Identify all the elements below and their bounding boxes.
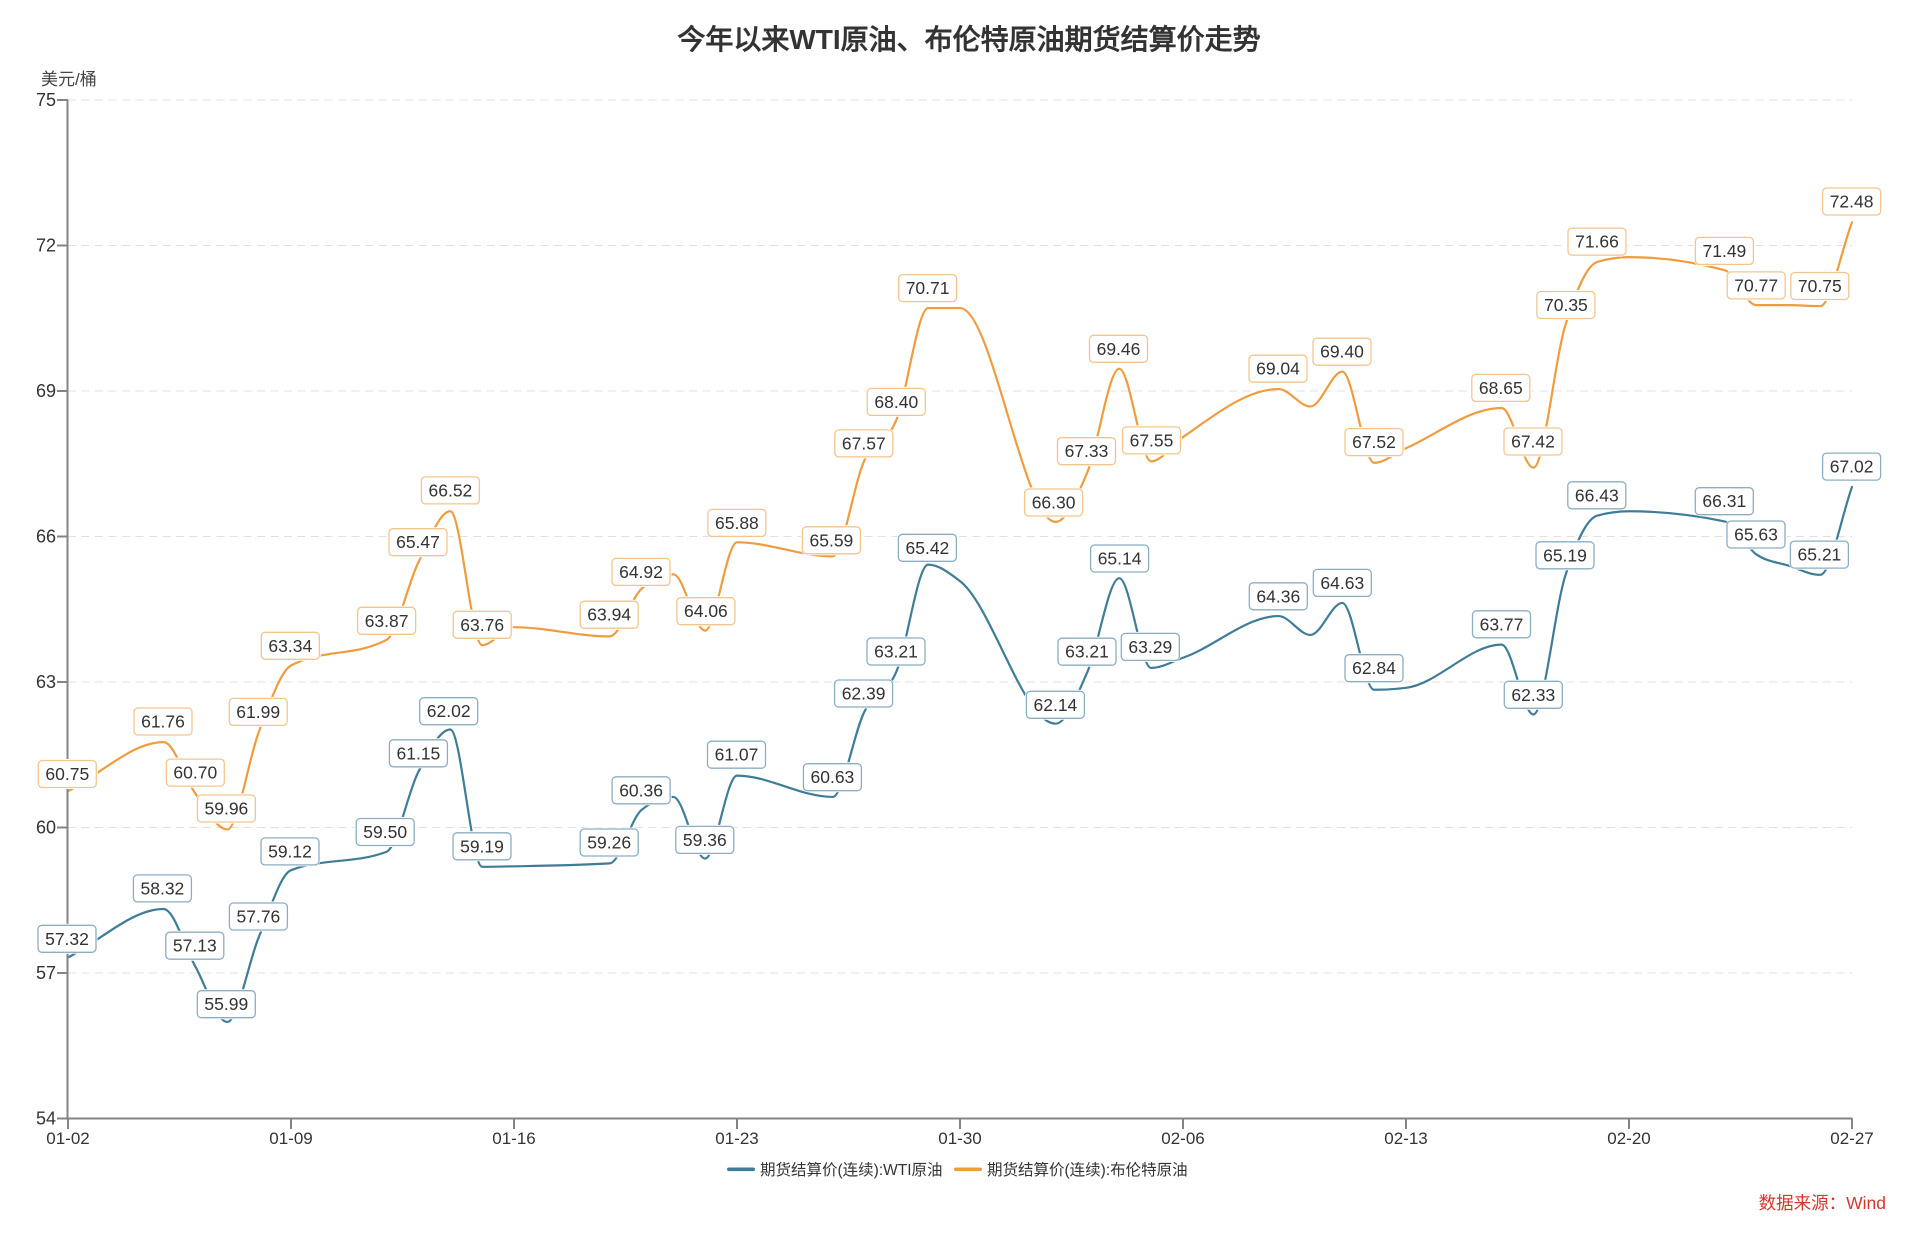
svg-text:63.77: 63.77	[1480, 614, 1524, 634]
svg-text:64.92: 64.92	[619, 562, 663, 582]
svg-text:02-27: 02-27	[1830, 1129, 1873, 1148]
svg-text:63.76: 63.76	[460, 615, 504, 635]
svg-text:72.48: 72.48	[1830, 192, 1874, 212]
svg-text:62.39: 62.39	[842, 684, 886, 704]
svg-text:62.33: 62.33	[1511, 685, 1555, 705]
svg-text:66.30: 66.30	[1032, 493, 1076, 513]
svg-text:数据来源：Wind: 数据来源：Wind	[1759, 1193, 1886, 1213]
svg-text:02-06: 02-06	[1161, 1129, 1204, 1148]
svg-text:61.76: 61.76	[141, 712, 185, 732]
svg-text:69.46: 69.46	[1097, 339, 1141, 359]
svg-text:01-30: 01-30	[938, 1129, 981, 1148]
svg-text:65.47: 65.47	[396, 532, 440, 552]
svg-text:65.59: 65.59	[810, 530, 854, 550]
svg-text:62.84: 62.84	[1352, 658, 1396, 678]
svg-text:64.63: 64.63	[1320, 573, 1364, 593]
svg-text:60.36: 60.36	[619, 780, 663, 800]
svg-text:66.52: 66.52	[429, 480, 473, 500]
svg-text:69: 69	[36, 381, 56, 401]
svg-text:65.42: 65.42	[906, 538, 950, 558]
svg-text:65.14: 65.14	[1098, 549, 1142, 569]
svg-text:71.66: 71.66	[1575, 232, 1619, 252]
svg-text:59.36: 59.36	[683, 830, 727, 850]
svg-text:01-02: 01-02	[46, 1129, 89, 1148]
svg-text:61.99: 61.99	[236, 702, 280, 722]
svg-text:66.43: 66.43	[1575, 485, 1619, 505]
svg-text:59.50: 59.50	[363, 822, 407, 842]
svg-text:60.70: 60.70	[173, 763, 217, 783]
svg-text:63.34: 63.34	[268, 636, 312, 656]
svg-text:01-09: 01-09	[269, 1129, 312, 1148]
svg-text:67.57: 67.57	[842, 433, 886, 453]
svg-text:66: 66	[36, 527, 56, 547]
svg-text:66.31: 66.31	[1702, 491, 1746, 511]
svg-text:62.02: 62.02	[427, 701, 471, 721]
svg-text:65.88: 65.88	[715, 513, 759, 533]
svg-text:67.42: 67.42	[1511, 432, 1555, 452]
svg-text:63.29: 63.29	[1128, 637, 1172, 657]
svg-text:70.71: 70.71	[906, 278, 950, 298]
svg-text:65.21: 65.21	[1798, 545, 1842, 565]
svg-text:55.99: 55.99	[204, 994, 248, 1014]
svg-text:75: 75	[36, 90, 56, 110]
svg-text:72: 72	[36, 236, 56, 256]
svg-text:01-23: 01-23	[715, 1129, 758, 1148]
svg-text:71.49: 71.49	[1703, 241, 1747, 261]
svg-text:60.63: 60.63	[811, 767, 855, 787]
svg-text:70.75: 70.75	[1798, 276, 1842, 296]
svg-text:68.40: 68.40	[874, 392, 918, 412]
svg-text:期货结算价(连续):布伦特原油: 期货结算价(连续):布伦特原油	[987, 1160, 1188, 1179]
svg-text:63: 63	[36, 672, 56, 692]
svg-text:61.15: 61.15	[397, 743, 441, 763]
svg-text:61.07: 61.07	[715, 745, 759, 765]
svg-text:57: 57	[36, 963, 56, 983]
svg-text:今年以来WTI原油、布伦特原油期货结算价走势: 今年以来WTI原油、布伦特原油期货结算价走势	[677, 23, 1260, 55]
svg-text:57.76: 57.76	[237, 907, 281, 927]
svg-text:68.65: 68.65	[1479, 378, 1523, 398]
svg-text:65.19: 65.19	[1543, 545, 1587, 565]
svg-text:59.96: 59.96	[205, 799, 249, 819]
svg-text:69.40: 69.40	[1320, 342, 1364, 362]
svg-text:67.33: 67.33	[1065, 441, 1109, 461]
svg-text:美元/桶: 美元/桶	[41, 70, 97, 89]
svg-text:62.14: 62.14	[1034, 695, 1078, 715]
svg-text:67.52: 67.52	[1352, 432, 1396, 452]
svg-text:02-20: 02-20	[1607, 1129, 1650, 1148]
svg-text:59.12: 59.12	[268, 841, 312, 861]
svg-text:63.94: 63.94	[587, 605, 631, 625]
svg-text:57.32: 57.32	[45, 929, 89, 949]
svg-text:期货结算价(连续):WTI原油: 期货结算价(连续):WTI原油	[760, 1160, 943, 1179]
svg-text:70.77: 70.77	[1734, 275, 1778, 295]
svg-text:64.06: 64.06	[684, 601, 728, 621]
svg-text:63.21: 63.21	[1065, 642, 1109, 662]
svg-text:64.36: 64.36	[1256, 586, 1300, 606]
svg-text:70.35: 70.35	[1544, 295, 1588, 315]
svg-text:65.63: 65.63	[1734, 525, 1778, 545]
svg-text:54: 54	[36, 1109, 56, 1129]
svg-text:01-16: 01-16	[492, 1129, 535, 1148]
svg-text:69.04: 69.04	[1256, 359, 1300, 379]
svg-text:63.21: 63.21	[874, 642, 918, 662]
svg-text:02-13: 02-13	[1384, 1129, 1427, 1148]
svg-text:67.55: 67.55	[1130, 430, 1174, 450]
svg-text:60: 60	[36, 818, 56, 838]
svg-text:59.19: 59.19	[460, 836, 504, 856]
svg-text:60.75: 60.75	[45, 764, 89, 784]
svg-text:57.13: 57.13	[173, 936, 217, 956]
svg-text:59.26: 59.26	[587, 833, 631, 853]
svg-text:58.32: 58.32	[141, 878, 185, 898]
svg-text:63.87: 63.87	[365, 611, 409, 631]
svg-text:67.02: 67.02	[1830, 457, 1874, 477]
